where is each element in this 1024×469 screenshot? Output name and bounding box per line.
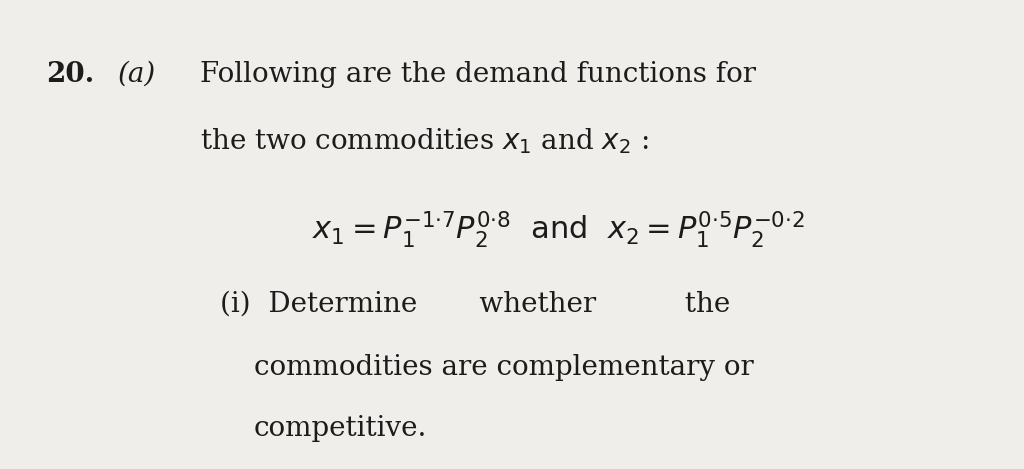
Text: 20.: 20.: [46, 61, 94, 88]
Text: Following are the demand functions for: Following are the demand functions for: [200, 61, 756, 88]
Text: $x_1 = P_1^{-1{\cdot}7} P_2^{0{\cdot}8}$  and  $x_2 = P_1^{0{\cdot}5} P_2^{-0{\c: $x_1 = P_1^{-1{\cdot}7} P_2^{0{\cdot}8}$…: [312, 209, 805, 250]
Text: the two commodities $x_1$ and $x_2$ :: the two commodities $x_1$ and $x_2$ :: [200, 127, 648, 157]
Text: commodities are complementary or: commodities are complementary or: [254, 354, 754, 381]
Text: (a): (a): [118, 61, 156, 88]
Text: (i)  Determine       whether          the: (i) Determine whether the: [220, 291, 730, 318]
Text: competitive.: competitive.: [254, 415, 427, 442]
